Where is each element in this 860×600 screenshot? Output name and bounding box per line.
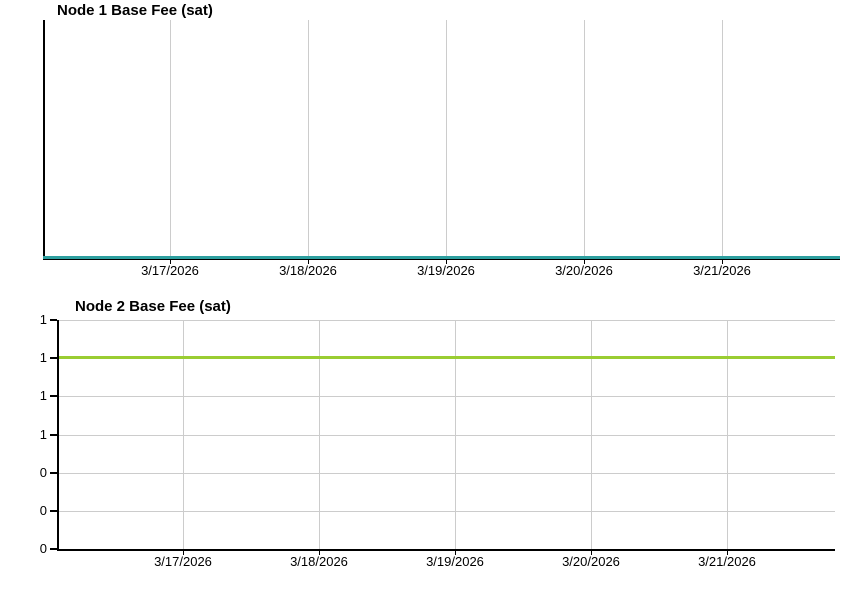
node2-plot-area <box>57 320 835 551</box>
node2-y-tick-label: 1 <box>39 388 47 403</box>
node2-y-tick <box>50 319 57 321</box>
node2-y-tick-label: 1 <box>39 350 47 365</box>
node1-gridline <box>584 20 585 258</box>
node2-y-tick-label: 1 <box>39 312 47 327</box>
node2-y-tick-label: 0 <box>39 541 47 556</box>
node2-x-tick-label: 3/20/2026 <box>562 554 620 569</box>
node1-x-tick <box>446 260 447 264</box>
node2-y-axis-line <box>57 320 59 551</box>
node1-gridline <box>170 20 171 258</box>
node2-x-tick-label: 3/18/2026 <box>290 554 348 569</box>
node2-y-tick-label: 0 <box>39 465 47 480</box>
node2-x-tick-label: 3/19/2026 <box>426 554 484 569</box>
node2-y-tick <box>50 395 57 397</box>
node2-gridline <box>183 320 184 549</box>
node1-chart-title: Node 1 Base Fee (sat) <box>57 2 213 19</box>
node1-x-tick <box>308 260 309 264</box>
node2-y-tick <box>50 357 57 359</box>
node1-x-tick <box>722 260 723 264</box>
node2-gridline <box>319 320 320 549</box>
node1-x-tick-label: 3/19/2026 <box>417 263 475 278</box>
node1-x-tick-label: 3/20/2026 <box>555 263 613 278</box>
node1-series-line <box>43 256 840 259</box>
node2-hgridline <box>59 473 835 474</box>
node1-x-tick <box>584 260 585 264</box>
node2-gridline <box>455 320 456 549</box>
node2-y-tick <box>50 472 57 474</box>
node2-hgridline <box>59 511 835 512</box>
node2-x-tick <box>455 551 456 555</box>
node2-x-tick <box>183 551 184 555</box>
node2-gridline <box>727 320 728 549</box>
node2-hgridline <box>59 320 835 321</box>
node2-x-tick <box>591 551 592 555</box>
node2-hgridline <box>59 435 835 436</box>
node2-x-tick <box>727 551 728 555</box>
node2-x-tick <box>319 551 320 555</box>
node2-y-tick <box>50 548 57 550</box>
node2-y-tick-label: 0 <box>39 503 47 518</box>
node2-gridline <box>591 320 592 549</box>
node1-x-axis-line <box>43 258 840 260</box>
node1-plot-area <box>43 20 840 260</box>
node1-gridline <box>722 20 723 258</box>
node1-gridline <box>446 20 447 258</box>
node1-y-axis-line <box>43 20 45 260</box>
node1-x-tick-label: 3/18/2026 <box>279 263 337 278</box>
node1-x-tick-label: 3/21/2026 <box>693 263 751 278</box>
node2-chart-title: Node 2 Base Fee (sat) <box>75 298 231 315</box>
node2-y-tick <box>50 510 57 512</box>
node2-y-tick-label: 1 <box>39 427 47 442</box>
node1-gridline <box>308 20 309 258</box>
node1-x-tick <box>170 260 171 264</box>
node2-x-axis-line <box>57 549 835 551</box>
node2-x-tick-label: 3/17/2026 <box>154 554 212 569</box>
node2-x-tick-label: 3/21/2026 <box>698 554 756 569</box>
node2-series-line <box>59 356 835 359</box>
node2-y-tick <box>50 434 57 436</box>
node2-hgridline <box>59 396 835 397</box>
node1-x-tick-label: 3/17/2026 <box>141 263 199 278</box>
